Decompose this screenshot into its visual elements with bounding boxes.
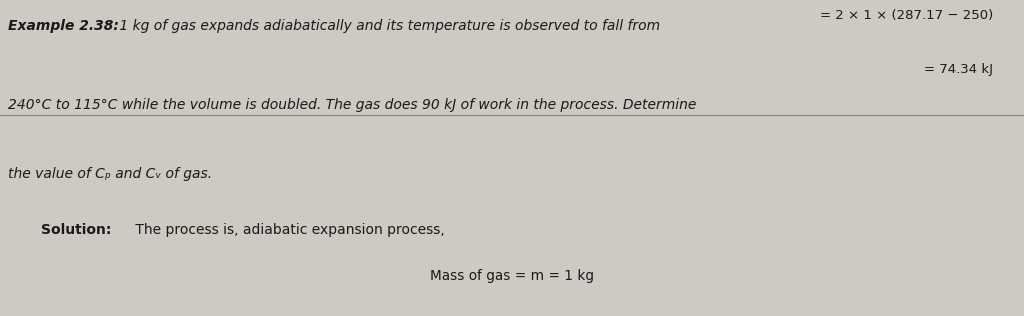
Text: Solution:: Solution: (41, 223, 112, 237)
Text: = 74.34 kJ: = 74.34 kJ (925, 63, 993, 76)
Text: Example 2.38:: Example 2.38: (8, 19, 119, 33)
Text: = 2 × 1 × (287.17 − 250): = 2 × 1 × (287.17 − 250) (820, 9, 993, 22)
Text: 1 kg of gas expands adiabatically and its temperature is observed to fall from: 1 kg of gas expands adiabatically and it… (115, 19, 659, 33)
Text: Mass of gas = m = 1 kg: Mass of gas = m = 1 kg (430, 269, 594, 283)
Text: the value of Cₚ and Cᵥ of gas.: the value of Cₚ and Cᵥ of gas. (8, 167, 212, 181)
Text: 240°C to 115°C while the volume is doubled. The gas does 90 kJ of work in the pr: 240°C to 115°C while the volume is doubl… (8, 98, 696, 112)
Text: The process is, adiabatic expansion process,: The process is, adiabatic expansion proc… (131, 223, 444, 237)
